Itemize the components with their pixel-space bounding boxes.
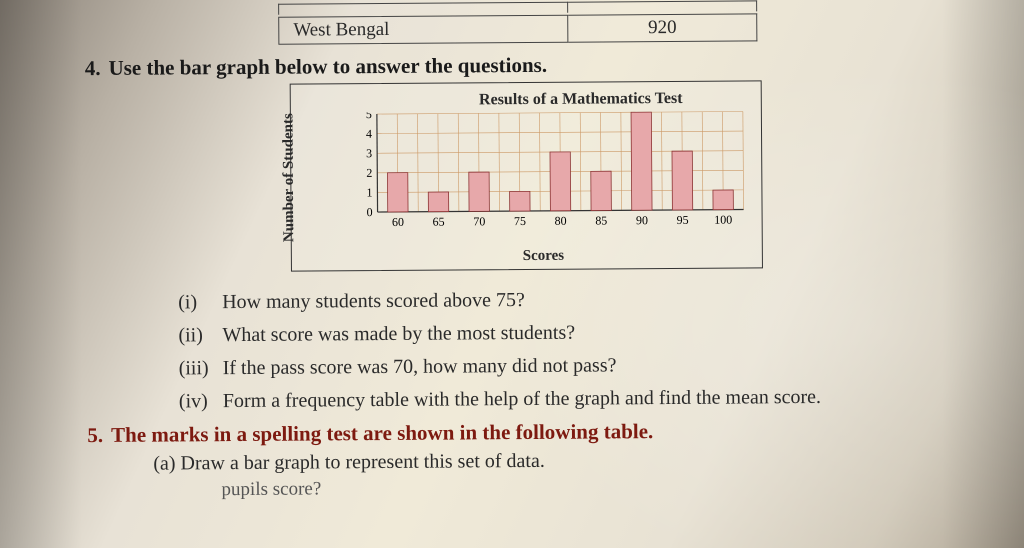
svg-text:75: 75 <box>514 214 526 228</box>
svg-text:2: 2 <box>366 166 372 180</box>
subquestions: (i) How many students scored above 75? (… <box>178 281 985 419</box>
subquestion-iv: (iv) Form a frequency table with the hel… <box>179 380 985 419</box>
sub-text: If the pass score was 70, how many did n… <box>223 349 617 385</box>
question-number: 5. <box>71 423 103 448</box>
sub-text: How many students scored above 75? <box>222 284 525 319</box>
svg-text:85: 85 <box>595 213 607 227</box>
chart-plot-area: 0 1 2 3 4 5 60 65 70 75 80 85 90 95 100 <box>357 109 748 230</box>
svg-text:5: 5 <box>366 109 372 121</box>
question-number: 4. <box>68 56 100 81</box>
svg-text:80: 80 <box>555 214 567 228</box>
svg-text:1: 1 <box>366 185 372 199</box>
sub-text: What score was made by the most students… <box>222 317 575 352</box>
svg-text:3: 3 <box>366 146 372 160</box>
chart-y-axis-label: Number of Students <box>280 113 298 242</box>
sub-text: Form a frequency table with the help of … <box>223 381 821 418</box>
sub-num: (ii) <box>178 319 222 352</box>
table-cell-value: 920 <box>568 13 757 42</box>
svg-text:4: 4 <box>366 127 372 141</box>
chart-svg: 0 1 2 3 4 5 60 65 70 75 80 85 90 95 100 <box>357 109 748 230</box>
subquestion-iii: (iii) If the pass score was 70, how many… <box>179 347 985 386</box>
question-text: Use the bar graph below to answer the qu… <box>108 53 547 81</box>
sub-num: (iv) <box>179 385 223 418</box>
table-cell-state: West Bengal <box>278 15 568 45</box>
svg-text:95: 95 <box>677 213 689 227</box>
table-cell-prev-state <box>278 2 568 15</box>
svg-text:90: 90 <box>636 213 648 227</box>
question-4: 4. Use the bar graph below to answer the… <box>68 50 982 81</box>
svg-text:0: 0 <box>367 205 373 219</box>
svg-text:60: 60 <box>392 215 404 229</box>
svg-text:70: 70 <box>473 214 485 228</box>
table-cell-prev-value <box>568 0 757 12</box>
bar-chart: Number of Students Results of a Mathemat… <box>290 80 763 271</box>
sub-num: (iii) <box>179 352 223 385</box>
sub-text: Draw a bar graph to represent this set o… <box>180 450 544 475</box>
chart-x-axis-label: Scores <box>523 248 565 265</box>
question-text: The marks in a spelling test are shown i… <box>111 419 653 448</box>
sub-num: (i) <box>178 286 222 319</box>
density-table-row: West Bengal 920 <box>278 12 982 45</box>
textbook-page: West Bengal 920 4. Use the bar graph bel… <box>68 0 986 548</box>
chart-title: Results of a Mathematics Test <box>411 89 751 109</box>
sub-num: (a) <box>153 452 175 474</box>
svg-text:65: 65 <box>433 215 445 229</box>
svg-text:100: 100 <box>714 213 732 227</box>
subquestion-i: (i) How many students scored above 75? <box>178 281 984 320</box>
subquestion-ii: (ii) What score was made by the most stu… <box>178 314 984 353</box>
